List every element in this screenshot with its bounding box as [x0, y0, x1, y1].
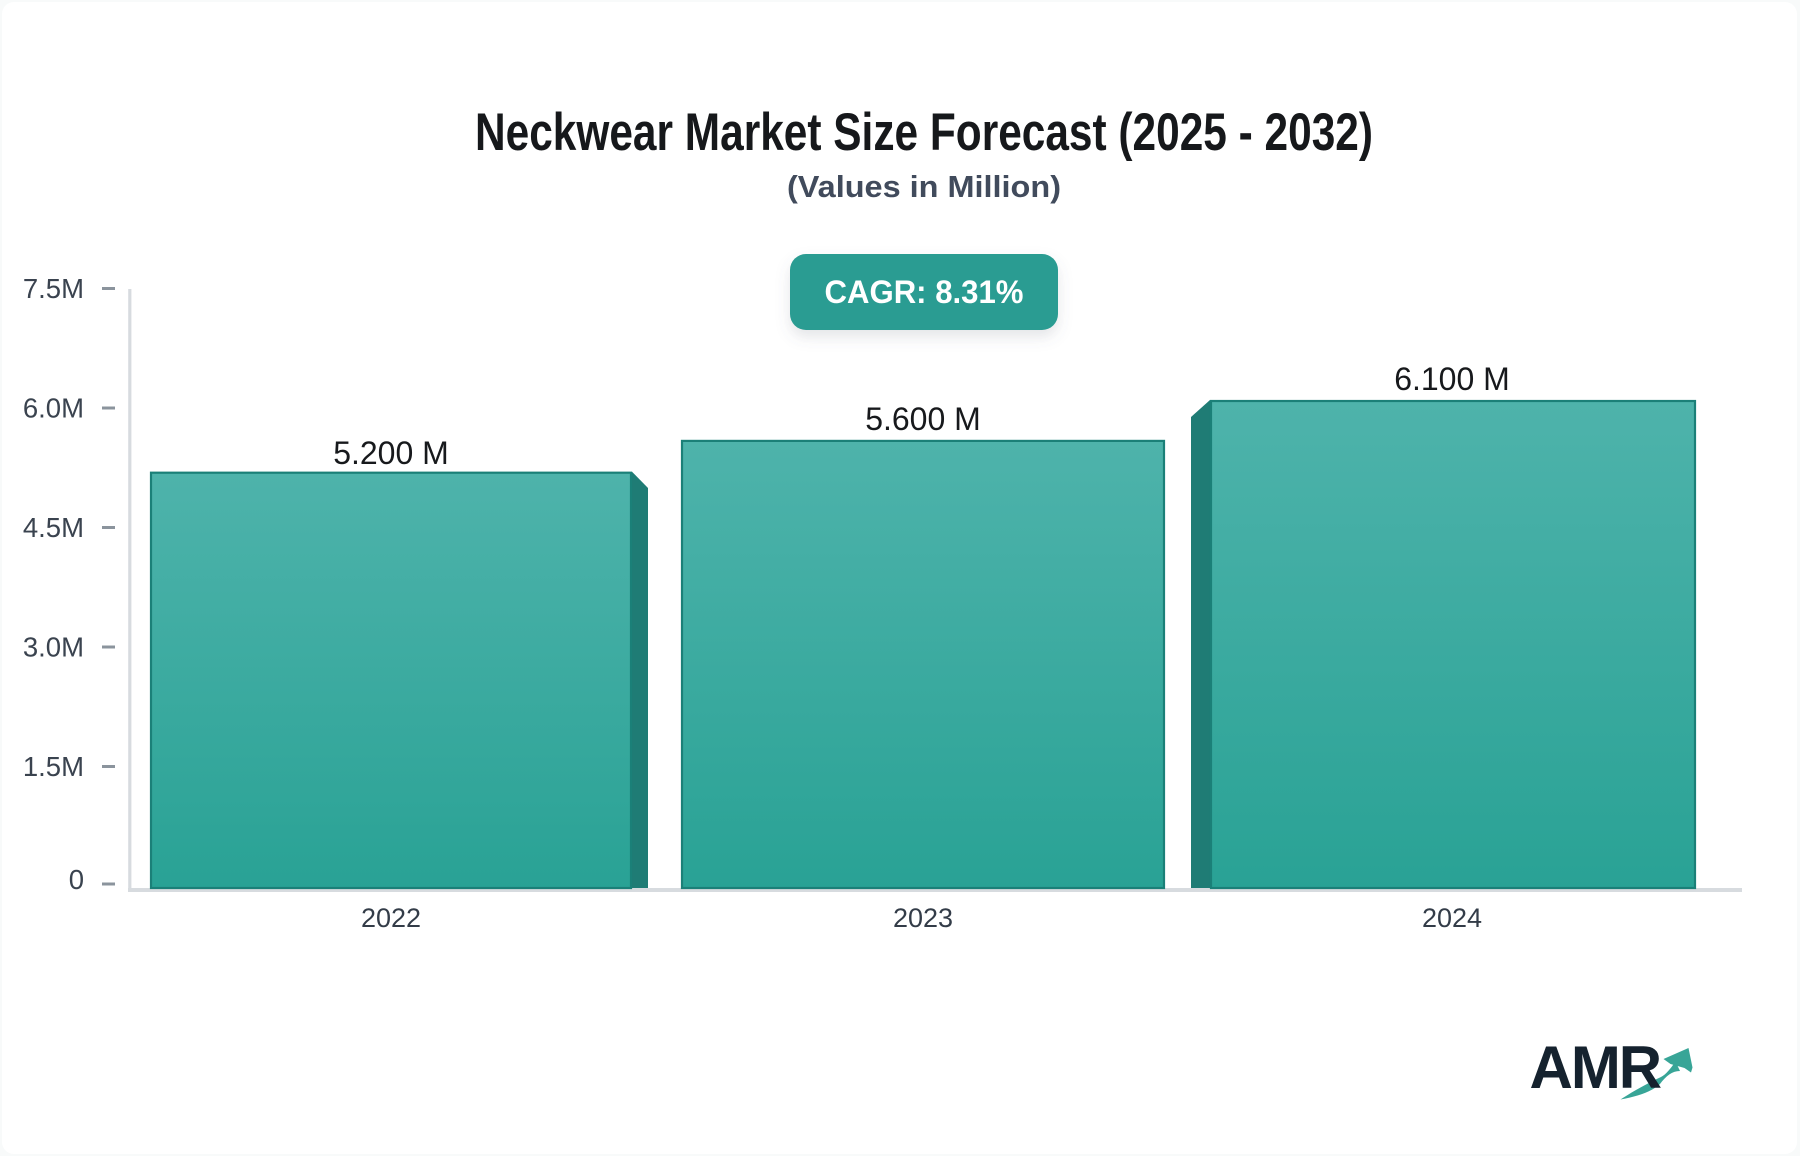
svg-text:1.5M: 1.5M — [23, 751, 84, 782]
svg-text:6.100 M: 6.100 M — [1394, 361, 1510, 397]
svg-text:Neckwear Market Size Forecast: Neckwear Market Size Forecast (2025 - 20… — [475, 103, 1373, 162]
svg-text:6.0M: 6.0M — [23, 393, 84, 424]
svg-text:(Values in Million): (Values in Million) — [787, 169, 1061, 204]
svg-text:2023: 2023 — [893, 903, 953, 933]
svg-text:2022: 2022 — [361, 903, 421, 933]
svg-text:2024: 2024 — [1422, 903, 1482, 933]
svg-text:5.600 M: 5.600 M — [865, 401, 981, 437]
svg-text:5.200 M: 5.200 M — [333, 435, 449, 471]
svg-text:4.5M: 4.5M — [23, 512, 84, 543]
svg-text:AMR: AMR — [1530, 1034, 1662, 1101]
svg-text:7.5M: 7.5M — [23, 273, 84, 304]
svg-text:CAGR: 8.31%: CAGR: 8.31% — [825, 274, 1024, 310]
svg-text:3.0M: 3.0M — [23, 632, 84, 663]
svg-text:0: 0 — [69, 864, 84, 895]
